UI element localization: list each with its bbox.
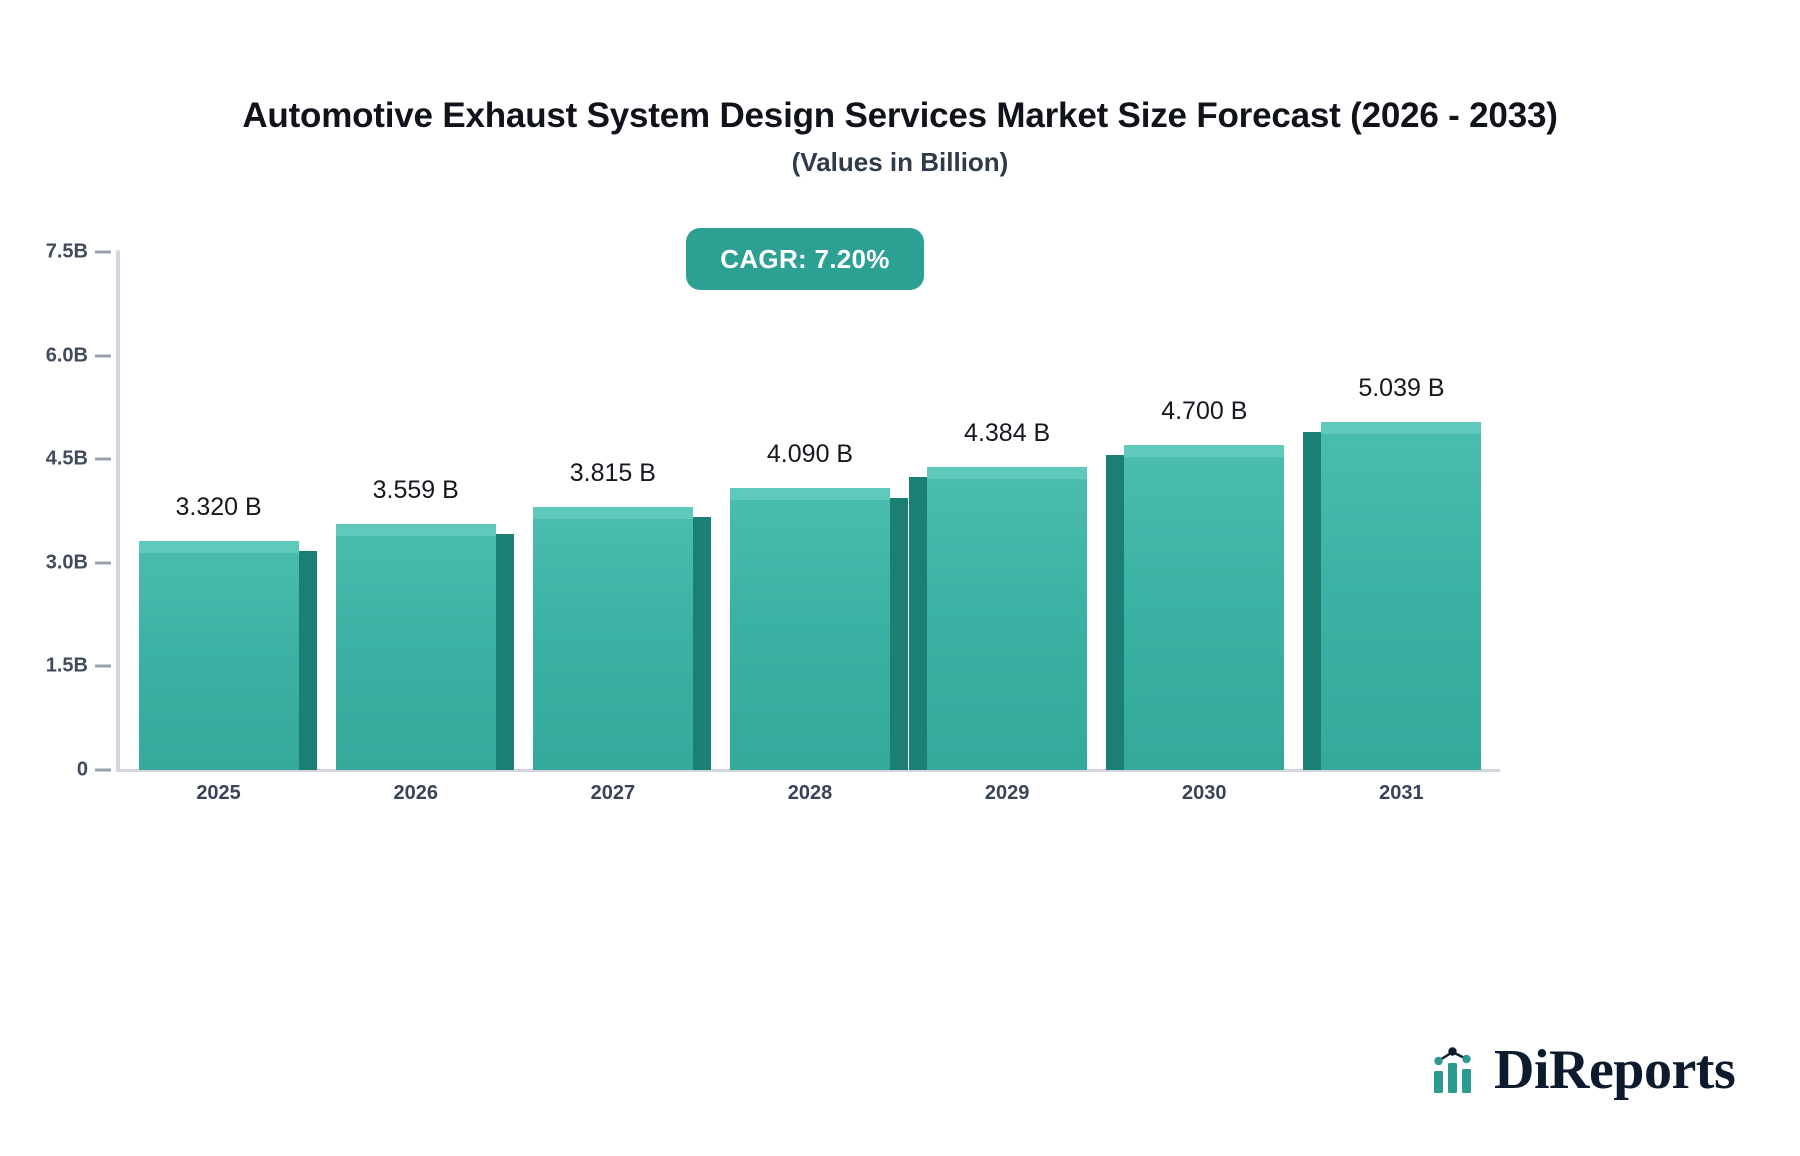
bar-front-face [1321,421,1482,770]
bar[interactable] [138,540,299,770]
y-axis-tick-label: 4.5B [45,447,88,470]
bar-value-label: 4.384 B [964,419,1051,448]
direports-logo: DiReports [1432,1039,1736,1101]
y-axis-tick-mark [95,768,111,772]
y-axis-tick-label: 6.0B [45,344,88,367]
bar-value-label: 4.090 B [766,439,854,468]
x-axis-tick-label: 2026 [393,782,438,804]
x-axis-tick-label: 2028 [787,782,833,804]
chart-subtitle: (Values in Billion) [791,147,1009,177]
bar-value-label: 5.039 B [1358,373,1445,402]
cagr-badge-label: CAGR: 7.20% [720,243,890,274]
bar[interactable] [927,467,1088,770]
y-axis-tick-mark [95,250,111,254]
y-axis-tick-mark [95,354,111,358]
x-axis-tick-label: 2025 [196,782,241,804]
bar-top-face [730,487,890,500]
bar-value-label: 3.320 B [175,492,262,521]
bar-top-face [1124,445,1285,458]
y-axis-tick-label: 7.5B [45,240,88,263]
x-axis-tick-label: 2030 [1182,782,1227,804]
cagr-badge: CAGR: 7.20% [686,228,924,290]
bar-side-face [495,534,514,770]
bar[interactable] [335,524,496,770]
bar-value-label: 3.815 B [569,458,656,487]
bar-side-face [890,497,908,770]
x-axis-tick-label: 2027 [590,782,636,804]
bar-top-face [532,506,693,519]
y-axis-tick-label: 0 [76,758,88,781]
x-axis-tick-label: 2029 [984,782,1030,804]
page-title: Automotive Exhaust System Design Service… [242,96,1558,135]
y-axis-line [116,250,120,772]
y-axis-tick-mark [95,457,111,461]
bar-front-face [1124,445,1285,770]
bar-front-face [138,540,299,770]
y-axis-tick-label: 1.5B [45,654,88,677]
bar-chart-logo-icon [1434,1047,1471,1093]
bar-top-face [1321,421,1482,434]
bar-front-face [335,524,496,770]
y-axis-tick-mark [95,561,111,565]
bar-side-face [1106,455,1125,770]
bar[interactable] [1321,421,1482,770]
x-axis-tick-label: 2031 [1379,782,1424,804]
bar-top-face [335,524,496,537]
bar-side-face [692,516,711,770]
y-axis-tick-mark [95,664,111,668]
x-axis-line [116,769,1500,772]
bar-value-label: 3.559 B [372,476,459,505]
bar-value-label: 4.700 B [1161,397,1248,426]
bar-side-face [298,550,317,770]
bar-front-face [927,467,1088,770]
y-axis-tick-label: 3.0B [45,551,88,574]
logo-text: DiReports [1494,1039,1736,1101]
bar-front-face [532,506,693,770]
bar[interactable] [532,506,693,770]
bar[interactable] [1124,445,1285,770]
bar-front-face [730,487,890,770]
bar-side-face [1303,431,1322,770]
bar-side-face [909,477,928,770]
bar[interactable] [730,487,890,770]
bar-top-face [138,540,299,553]
bar-top-face [927,467,1088,480]
